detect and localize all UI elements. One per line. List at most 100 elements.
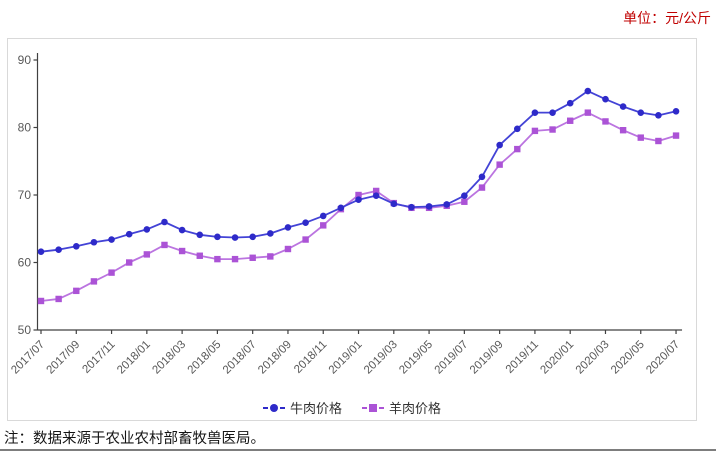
x-tick-label: 2019/03 <box>362 339 400 377</box>
data-point <box>372 187 380 195</box>
data-point <box>637 134 644 141</box>
data-point <box>531 109 539 116</box>
data-point <box>355 196 362 204</box>
data-point <box>231 255 239 263</box>
data-point <box>461 192 468 199</box>
x-tick-label: 2019/05 <box>397 339 435 377</box>
data-point <box>513 125 521 133</box>
x-tick-label: 2020/05 <box>609 339 647 377</box>
x-tick-label: 2018/11 <box>292 339 329 376</box>
x-tick-label: 2019/09 <box>468 339 506 377</box>
data-point <box>267 253 274 260</box>
data-point <box>549 109 556 116</box>
data-point <box>619 103 627 110</box>
data-point <box>637 109 645 116</box>
y-tick-label: 70 <box>18 188 32 202</box>
mutton-dash-icon <box>379 406 384 409</box>
data-point <box>566 99 574 107</box>
beef-circle-marker-icon <box>269 403 278 412</box>
y-axis-ticks: 50 60 70 80 90 <box>18 53 38 337</box>
data-point <box>355 191 362 199</box>
data-point <box>602 118 609 125</box>
x-tick-label: 2018/05 <box>186 339 224 377</box>
data-point <box>655 137 662 145</box>
chart-legend: 牛肉价格 羊肉价格 <box>8 398 696 417</box>
data-point <box>337 204 345 212</box>
data-point <box>161 218 168 226</box>
x-tick-label: 2020/01 <box>538 339 576 377</box>
data-point <box>390 200 398 208</box>
legend-label-beef: 牛肉价格 <box>289 401 342 416</box>
data-point <box>425 203 433 210</box>
x-tick-label: 2018/03 <box>150 339 188 377</box>
y-tick-label: 60 <box>18 256 32 270</box>
data-point <box>55 246 62 253</box>
chart-area: 50 60 70 80 90 2017/07 2017/09 2017/11 2018/01 20… <box>7 38 697 421</box>
beef-dash-icon <box>262 406 268 409</box>
x-tick-label: 2018/09 <box>256 339 294 377</box>
series-牛肉价格 <box>37 87 680 255</box>
data-point <box>125 230 133 238</box>
legend-item-beef: 牛肉价格 <box>262 398 342 417</box>
series-羊肉价格 <box>37 109 680 305</box>
bottom-divider <box>0 449 716 451</box>
y-tick-label: 50 <box>18 323 32 337</box>
data-point <box>584 87 592 95</box>
x-tick-label: 2020/07 <box>644 339 682 377</box>
y-tick-label: 80 <box>18 121 32 135</box>
data-point <box>372 192 380 199</box>
data-point <box>319 212 327 220</box>
data-point <box>567 117 574 124</box>
price-chart-svg: 50607080902017/072017/092017/112018/0120… <box>9 53 682 377</box>
data-point <box>584 109 592 116</box>
mutton-dash-icon <box>362 406 367 409</box>
data-point <box>284 245 292 253</box>
series-line <box>40 111 677 302</box>
data-point <box>108 236 115 243</box>
data-point <box>443 201 451 208</box>
data-point <box>108 269 115 276</box>
data-point <box>143 226 151 233</box>
data-point <box>408 203 415 211</box>
data-point <box>161 241 168 249</box>
x-tick-label: 2018/07 <box>221 339 259 377</box>
mutton-square-marker-icon <box>369 403 377 412</box>
beef-dash-icon <box>279 406 285 409</box>
data-point <box>196 252 203 259</box>
x-tick-label: 2018/01 <box>115 339 153 377</box>
data-point <box>267 230 274 237</box>
data-point <box>549 126 556 133</box>
data-point <box>143 251 151 258</box>
data-point <box>196 231 204 239</box>
x-tick-label: 2017/11 <box>80 339 117 376</box>
data-point <box>602 95 609 103</box>
x-tick-label: 2019/07 <box>433 339 471 377</box>
data-point <box>672 108 680 115</box>
data-point <box>302 219 309 226</box>
data-point <box>90 238 98 246</box>
unit-label: 单位：元/公斤 <box>623 10 711 26</box>
data-point <box>672 132 680 139</box>
data-point <box>531 127 539 135</box>
data-point <box>178 247 186 255</box>
data-point <box>90 278 98 285</box>
data-point <box>496 141 503 149</box>
data-point <box>214 255 221 263</box>
data-point <box>249 233 256 241</box>
data-point <box>496 161 503 168</box>
data-point <box>478 173 486 181</box>
data-point <box>55 295 62 303</box>
data-point <box>37 297 45 305</box>
data-point <box>249 254 256 261</box>
data-point <box>37 248 45 255</box>
data-point <box>302 236 309 243</box>
data-point <box>284 224 292 231</box>
data-point <box>478 184 486 191</box>
data-point <box>214 233 221 241</box>
data-point <box>320 222 327 229</box>
data-point <box>126 259 133 266</box>
x-tick-label: 2017/07 <box>9 339 47 377</box>
x-tick-label: 2017/09 <box>45 339 83 377</box>
y-tick-label: 90 <box>18 53 32 67</box>
